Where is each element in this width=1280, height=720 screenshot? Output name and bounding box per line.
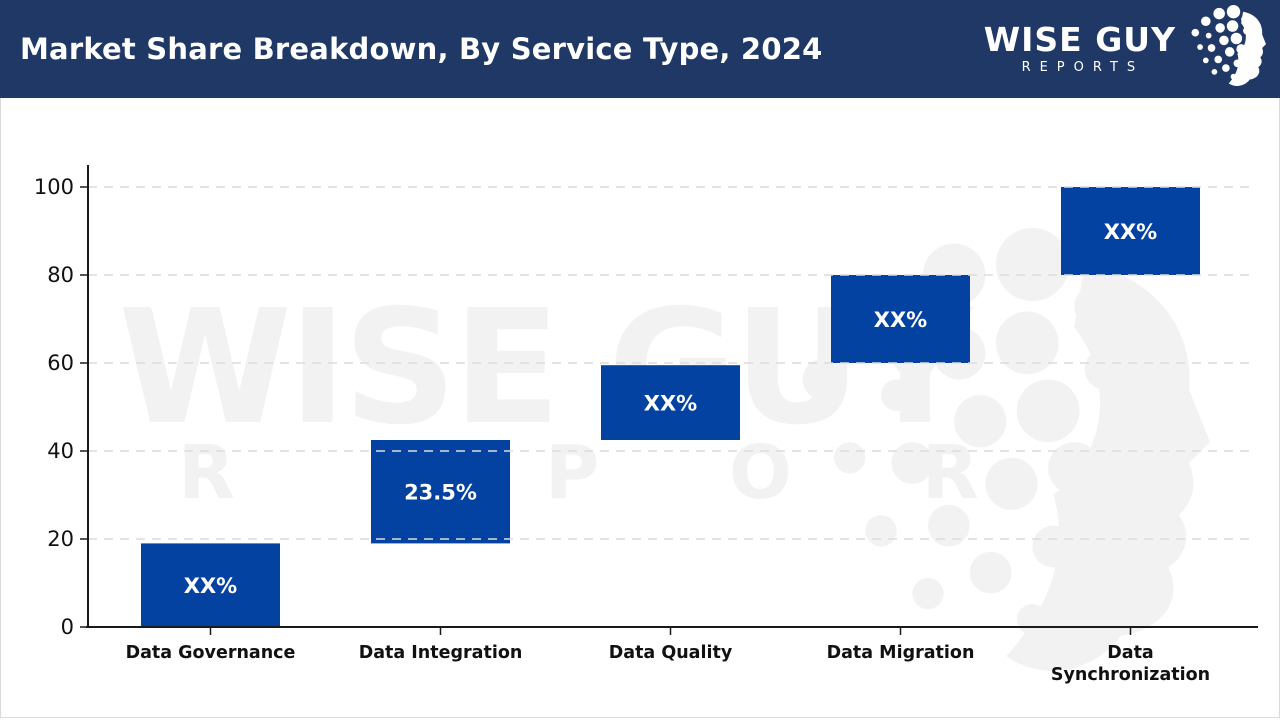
bar: [141, 543, 280, 627]
bar: [371, 440, 510, 544]
logo-wordmark-line1: WISE GUY: [983, 19, 1176, 59]
y-tick-label: 60: [47, 351, 74, 375]
header: Market Share Breakdown, By Service Type,…: [0, 0, 1280, 98]
page-title: Market Share Breakdown, By Service Type,…: [20, 32, 823, 66]
logo-wordmark-line2: REPORTS: [1021, 59, 1145, 75]
category-label: Data Quality: [609, 643, 733, 663]
category-label: Data: [1107, 643, 1154, 663]
bar-label: XX%: [874, 308, 927, 332]
bar-label: XX%: [184, 574, 237, 598]
category-label: Data Governance: [126, 643, 296, 663]
bar-label: XX%: [644, 392, 697, 416]
bar: [1061, 187, 1200, 275]
y-tick-label: 100: [34, 175, 74, 199]
y-tick-label: 80: [47, 263, 74, 287]
logo-face-icon: [1191, 5, 1266, 87]
category-label: Data Migration: [827, 643, 975, 663]
bar-label: XX%: [1104, 220, 1157, 244]
category-label: Synchronization: [1051, 665, 1210, 685]
category-label: Data Integration: [359, 643, 523, 663]
logo-wordmark: WISE GUY REPORTS: [983, 19, 1176, 75]
y-tick-label: 40: [47, 439, 74, 463]
bar-label: 23.5%: [404, 481, 477, 505]
y-tick-label: 20: [47, 527, 74, 551]
bar: [601, 365, 740, 440]
logo: WISE GUY REPORTS: [984, 4, 1266, 92]
y-tick-label: 0: [61, 615, 74, 639]
